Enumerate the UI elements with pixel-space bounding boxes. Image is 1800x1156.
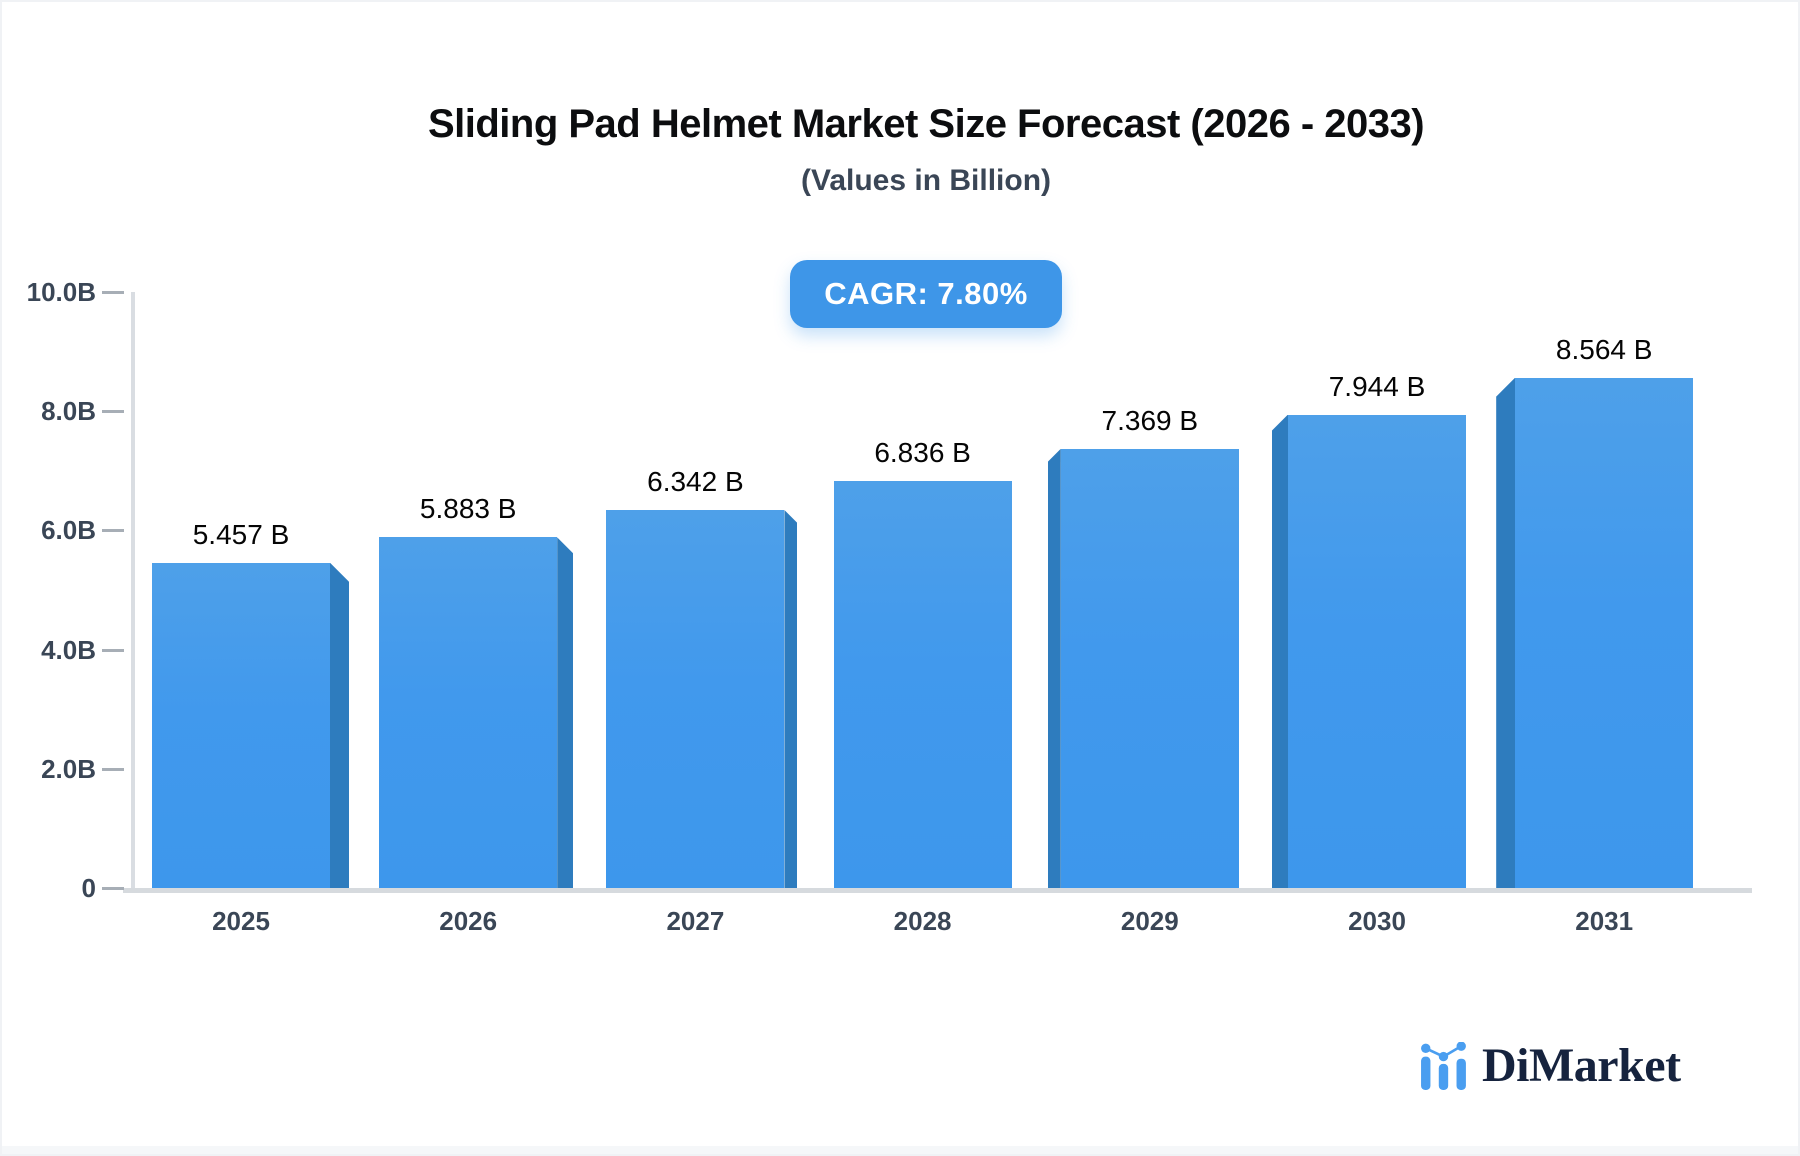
x-axis-label-2031: 2031 [1575,906,1634,936]
y-tick-label: 2.0B [41,753,96,784]
cagr-badge-row: CAGR: 7.80% [50,260,1798,328]
x-axis-label-2029: 2029 [1120,906,1179,936]
y-tick-label: 10.0B [26,277,96,307]
y-tick-label: 8.0B [41,396,96,427]
brand-logo-text: DiMarket [1482,1039,1681,1092]
bar-2030 [1288,414,1466,888]
y-tick-mark [102,291,124,294]
bar-2031 [1515,377,1694,888]
x-axis-label-2025: 2025 [212,906,270,936]
y-axis-line [131,292,135,893]
x-axis-label-2028: 2028 [893,906,952,936]
y-tick-label: 6.0B [41,515,96,546]
cagr-badge: CAGR: 7.80% [790,260,1062,328]
bar-side-2029 [1047,448,1061,888]
x-axis-line [123,888,1752,893]
y-tick-mark [102,410,124,414]
bar-value-label-2026: 5.883 B [419,493,517,525]
bar-chart-logo-icon [1421,1042,1466,1090]
bar-value-label-2029: 7.369 B [1101,404,1199,436]
x-axis-label-2027: 2027 [666,906,725,936]
bar-2028 [833,480,1012,888]
bar-side-2030 [1272,414,1288,888]
y-tick-mark [102,648,124,652]
y-tick-label: 4.0B [41,634,96,665]
bar-2029 [1060,448,1239,888]
brand-logo: DiMarket [1420,1042,1681,1090]
chart-subtitle: (Values in Billion) [800,164,1052,197]
bar-side-2031 [1496,377,1516,888]
bar-value-label-2030: 7.944 B [1328,370,1426,402]
bar-2026 [379,537,558,888]
bar-value-label-2028: 6.836 B [874,436,971,468]
x-axis-label-2026: 2026 [439,906,498,936]
bar-side-2025 [330,562,349,888]
bar-value-label-2031: 8.564 B [1555,333,1653,365]
bar-2027 [606,510,785,888]
y-tick-mark [102,767,124,771]
y-tick-mark [102,529,124,533]
bar-side-2027 [784,510,798,888]
bar-2025 [152,562,330,888]
x-axis-label-2030: 2030 [1348,906,1406,936]
y-tick-mark [102,887,124,890]
bar-side-2026 [557,537,574,888]
bar-value-label-2027: 6.342 B [647,466,744,498]
chart-title: Sliding Pad Helmet Market Size Forecast … [427,102,1425,146]
y-tick-label: 0 [81,873,96,903]
bar-value-label-2025: 5.457 B [192,518,290,550]
